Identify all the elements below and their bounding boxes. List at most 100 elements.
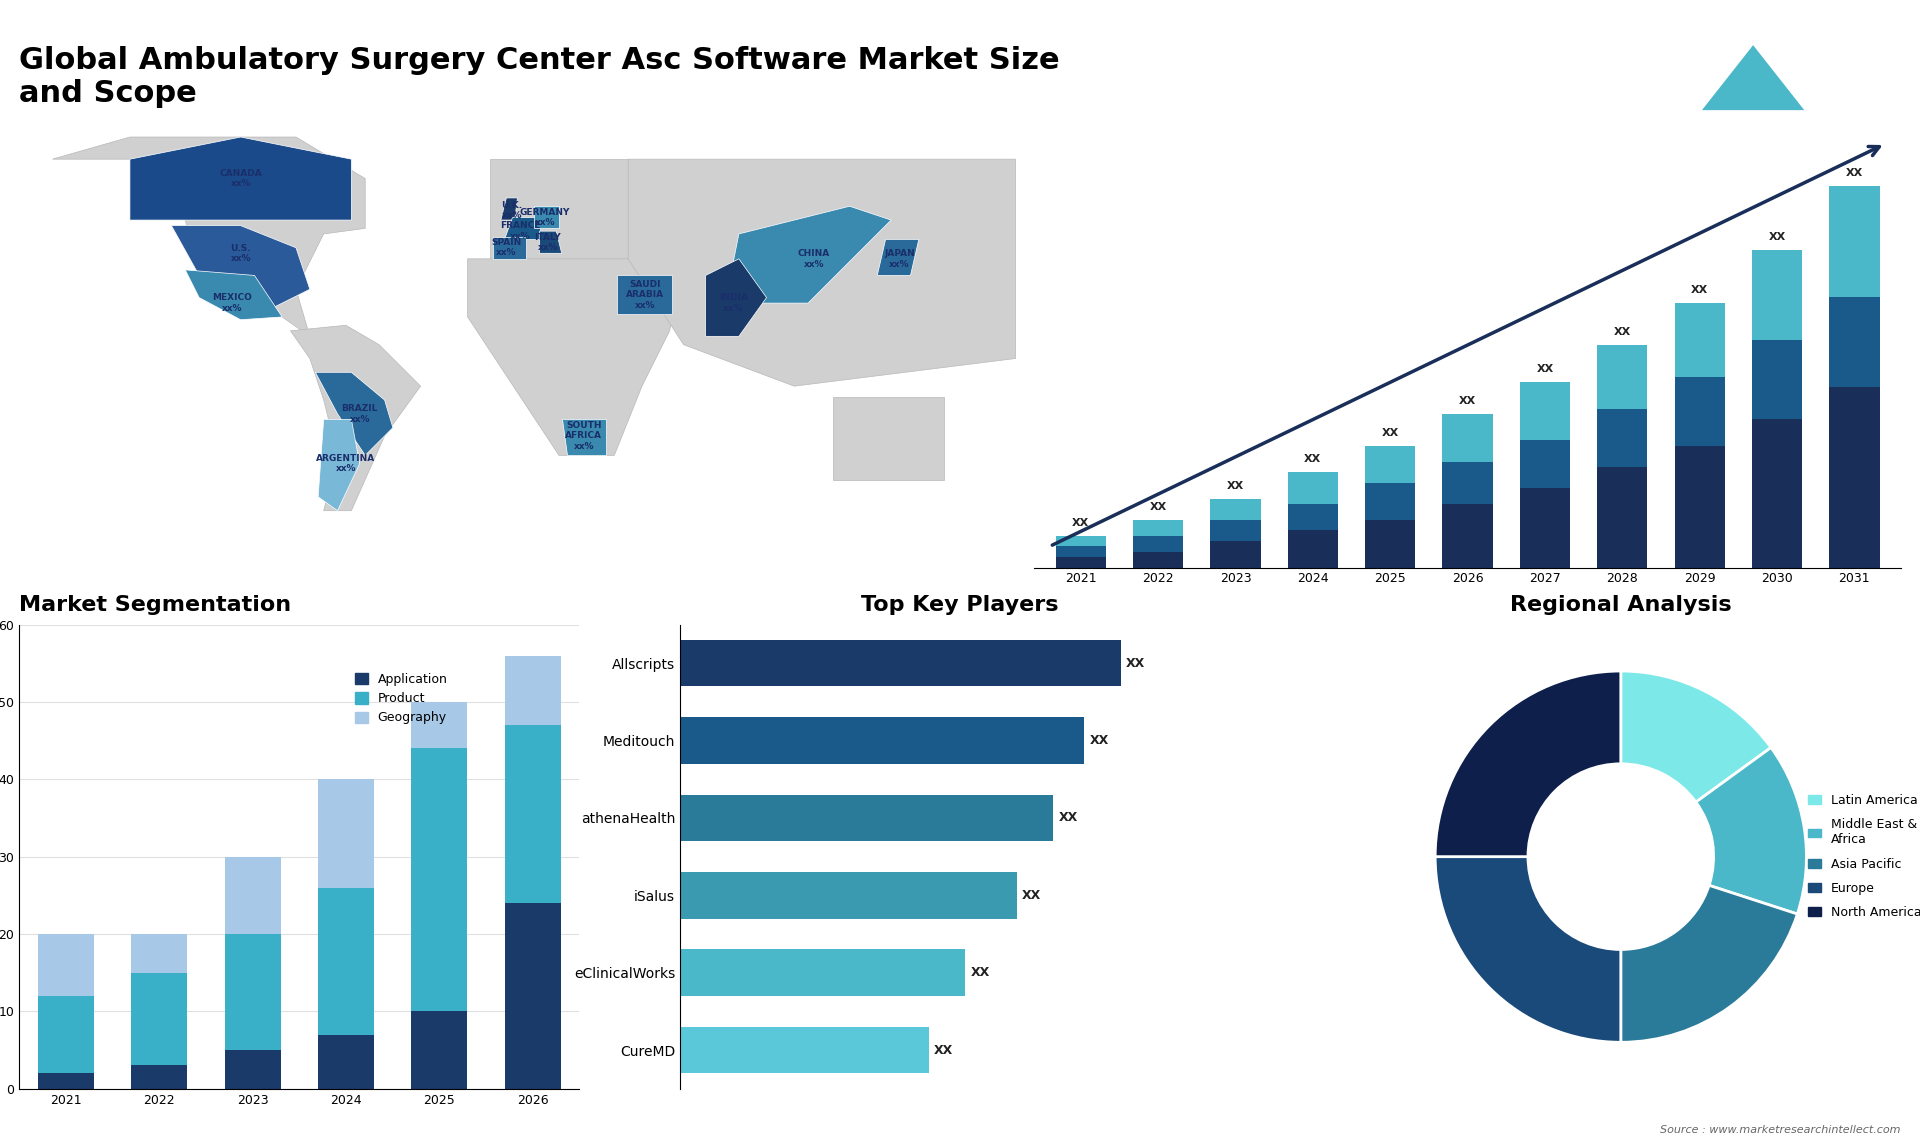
Text: XX: XX xyxy=(970,966,989,979)
Polygon shape xyxy=(131,138,351,220)
Bar xyxy=(225,934,280,1050)
Bar xyxy=(1210,499,1261,520)
Text: XX: XX xyxy=(933,1044,954,1057)
Text: FRANCE
xx%: FRANCE xx% xyxy=(499,221,540,241)
Text: XX: XX xyxy=(1613,327,1630,337)
Bar xyxy=(1365,520,1415,567)
Bar xyxy=(680,641,1121,686)
Text: XX: XX xyxy=(1125,657,1144,669)
Bar xyxy=(1521,488,1571,567)
Bar xyxy=(680,795,1054,841)
Text: BRAZIL
xx%: BRAZIL xx% xyxy=(342,405,378,424)
Polygon shape xyxy=(540,231,563,253)
Bar xyxy=(319,1035,374,1089)
Text: GERMANY
xx%: GERMANY xx% xyxy=(520,207,570,227)
Text: XX: XX xyxy=(1692,284,1709,295)
Text: XX: XX xyxy=(1150,502,1167,512)
Bar xyxy=(225,857,280,934)
Bar xyxy=(319,779,374,888)
Polygon shape xyxy=(501,198,516,220)
Polygon shape xyxy=(534,206,559,228)
Bar xyxy=(505,903,561,1089)
Polygon shape xyxy=(563,419,607,455)
Wedge shape xyxy=(1434,672,1620,857)
Text: Market Segmentation: Market Segmentation xyxy=(19,595,292,614)
Bar xyxy=(1751,250,1803,339)
Polygon shape xyxy=(493,237,526,259)
Text: XX: XX xyxy=(1091,735,1110,747)
Wedge shape xyxy=(1620,672,1770,802)
Text: MARKET
RESEARCH
INTELLECT: MARKET RESEARCH INTELLECT xyxy=(1816,42,1864,77)
Legend: Application, Product, Geography: Application, Product, Geography xyxy=(349,668,453,730)
Bar xyxy=(1056,547,1106,557)
Polygon shape xyxy=(877,240,920,275)
Polygon shape xyxy=(503,218,540,240)
Bar xyxy=(1751,339,1803,419)
Bar xyxy=(131,973,186,1066)
Text: CHINA
xx%: CHINA xx% xyxy=(797,249,829,268)
Bar xyxy=(1521,382,1571,440)
Bar xyxy=(1288,472,1338,504)
Text: XX: XX xyxy=(1021,889,1041,902)
Polygon shape xyxy=(184,270,282,320)
Bar xyxy=(38,1074,94,1089)
Text: XX: XX xyxy=(1536,364,1553,375)
Text: SAUDI
ARABIA
xx%: SAUDI ARABIA xx% xyxy=(626,280,664,309)
Bar xyxy=(1133,551,1183,567)
Bar xyxy=(1133,535,1183,551)
Wedge shape xyxy=(1620,886,1797,1043)
Bar xyxy=(505,656,561,725)
Bar xyxy=(1288,531,1338,567)
Polygon shape xyxy=(290,325,420,511)
Polygon shape xyxy=(628,159,1016,386)
Bar xyxy=(1751,419,1803,567)
Bar xyxy=(1442,504,1492,567)
Polygon shape xyxy=(726,206,891,303)
Bar xyxy=(1133,520,1183,535)
Bar xyxy=(411,748,467,1012)
Polygon shape xyxy=(171,226,309,317)
Bar xyxy=(1597,345,1647,409)
Bar xyxy=(38,996,94,1074)
Bar xyxy=(131,934,186,973)
Bar xyxy=(1056,535,1106,547)
Bar xyxy=(1521,440,1571,488)
Bar xyxy=(1288,504,1338,531)
Bar xyxy=(680,872,1018,919)
Bar xyxy=(505,725,561,903)
Polygon shape xyxy=(468,259,684,455)
Text: XX: XX xyxy=(1304,454,1321,464)
Text: ITALY
xx%: ITALY xx% xyxy=(534,233,561,252)
Text: XX: XX xyxy=(1768,231,1786,242)
Bar xyxy=(1674,377,1724,446)
Text: U.S.
xx%: U.S. xx% xyxy=(230,244,252,262)
Bar xyxy=(225,1050,280,1089)
Bar xyxy=(1674,446,1724,567)
Text: Source : www.marketresearchintellect.com: Source : www.marketresearchintellect.com xyxy=(1661,1124,1901,1135)
Bar xyxy=(319,888,374,1035)
Polygon shape xyxy=(1701,45,1805,110)
Text: INDIA
xx%: INDIA xx% xyxy=(718,293,747,313)
Bar xyxy=(411,702,467,748)
Bar xyxy=(1210,541,1261,567)
Polygon shape xyxy=(490,159,628,259)
Polygon shape xyxy=(315,372,394,455)
Bar xyxy=(38,934,94,996)
Polygon shape xyxy=(1645,33,1759,110)
Text: XX: XX xyxy=(1071,518,1089,528)
Text: SOUTH
AFRICA
xx%: SOUTH AFRICA xx% xyxy=(564,421,603,450)
Text: MEXICO
xx%: MEXICO xx% xyxy=(213,293,252,313)
Bar xyxy=(131,1066,186,1089)
Wedge shape xyxy=(1695,747,1807,915)
Text: XX: XX xyxy=(1459,397,1476,406)
Polygon shape xyxy=(616,275,672,314)
Text: XX: XX xyxy=(1227,480,1244,490)
Text: XX: XX xyxy=(1845,168,1862,179)
Bar xyxy=(1365,446,1415,482)
Text: XX: XX xyxy=(1382,427,1400,438)
Polygon shape xyxy=(52,138,365,336)
Circle shape xyxy=(1528,764,1715,950)
Bar xyxy=(1442,414,1492,462)
Text: JAPAN
xx%: JAPAN xx% xyxy=(883,249,914,268)
Text: XX: XX xyxy=(1058,811,1077,824)
